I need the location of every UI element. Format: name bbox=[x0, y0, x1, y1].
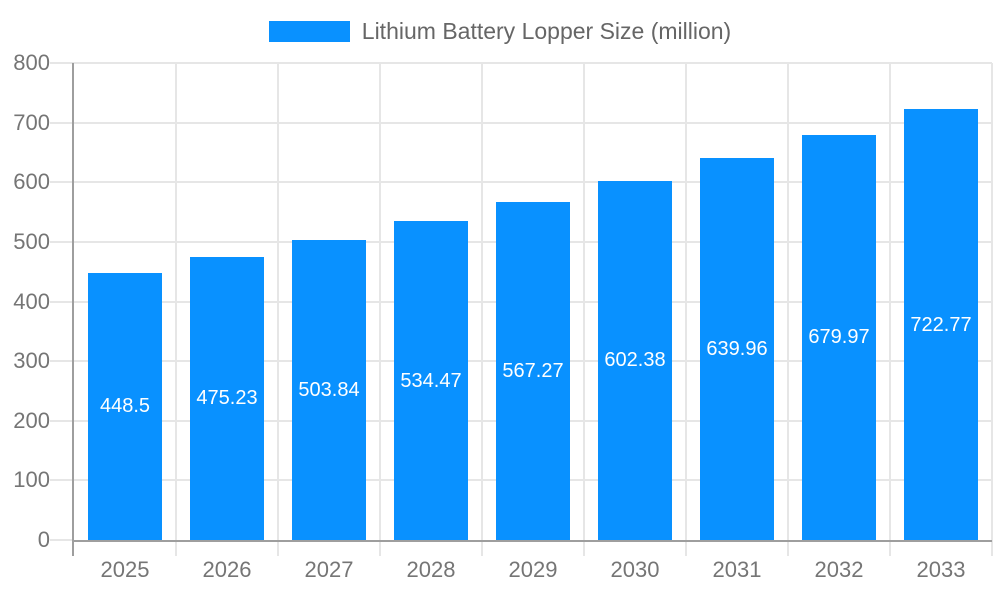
bar[interactable] bbox=[394, 221, 468, 540]
bar[interactable] bbox=[88, 272, 162, 540]
bar[interactable] bbox=[190, 256, 264, 540]
y-tick-label: 100 bbox=[13, 467, 50, 493]
legend-color-swatch bbox=[268, 21, 350, 42]
y-tick-label: 800 bbox=[13, 50, 50, 75]
legend: Lithium Battery Lopper Size (million) bbox=[0, 18, 1000, 45]
y-tick-label: 300 bbox=[13, 348, 50, 374]
bar[interactable] bbox=[598, 180, 672, 540]
x-tick-label: 2029 bbox=[508, 557, 558, 582]
y-tick-label: 200 bbox=[13, 407, 50, 433]
x-tick-label: 2026 bbox=[202, 557, 252, 582]
x-axis-line bbox=[72, 540, 992, 542]
bar[interactable] bbox=[700, 158, 774, 540]
bar-value-label: 475.23 bbox=[196, 387, 258, 410]
plot-area: 448.5 475.23 503.84 534.47 567.27 602.38 639.9… bbox=[50, 62, 993, 556]
gridline-vertical bbox=[991, 63, 993, 556]
y-tick-label: 400 bbox=[13, 288, 50, 314]
gridline-horizontal bbox=[50, 181, 992, 184]
y-tick-label: 500 bbox=[13, 228, 50, 254]
y-tick-label: 600 bbox=[13, 169, 50, 195]
x-tick-label: 2028 bbox=[406, 557, 456, 582]
gridline-horizontal bbox=[50, 121, 992, 124]
y-tick-label: 0 bbox=[37, 527, 50, 552]
bar-value-label: 722.77 bbox=[910, 313, 972, 336]
gridline-vertical bbox=[889, 63, 891, 556]
y-axis-tick bbox=[50, 539, 74, 541]
bar-value-label: 503.84 bbox=[298, 378, 360, 401]
y-axis-line bbox=[72, 63, 74, 556]
bar[interactable] bbox=[292, 239, 366, 540]
y-tick-label: 700 bbox=[13, 109, 50, 135]
x-tick-label: 2033 bbox=[916, 557, 966, 582]
legend-item[interactable]: Lithium Battery Lopper Size (million) bbox=[268, 18, 732, 45]
bar-value-label: 679.97 bbox=[808, 326, 870, 349]
legend-label: Lithium Battery Lopper Size (million) bbox=[361, 18, 732, 44]
gridline-vertical bbox=[481, 63, 483, 556]
gridline-vertical bbox=[277, 63, 279, 556]
gridline-vertical bbox=[175, 63, 177, 556]
bar[interactable] bbox=[904, 109, 978, 540]
x-tick-label: 2027 bbox=[304, 557, 354, 582]
x-tick-label: 2025 bbox=[100, 557, 150, 582]
bar-value-label: 448.5 bbox=[99, 395, 151, 418]
gridline-vertical bbox=[583, 63, 585, 556]
gridline-horizontal bbox=[50, 62, 992, 65]
gridline-vertical bbox=[685, 63, 687, 556]
x-tick-label: 2030 bbox=[610, 557, 660, 582]
x-tick-label: 2031 bbox=[712, 557, 762, 582]
bar-value-label: 534.47 bbox=[400, 369, 462, 392]
bar-value-label: 602.38 bbox=[604, 349, 666, 372]
bar-value-label: 639.96 bbox=[706, 338, 768, 361]
bar[interactable] bbox=[802, 134, 876, 540]
gridline-vertical bbox=[379, 63, 381, 556]
bar[interactable] bbox=[496, 201, 570, 540]
bar-value-label: 567.27 bbox=[502, 359, 564, 382]
x-tick-label: 2032 bbox=[814, 557, 864, 582]
gridline-vertical bbox=[787, 63, 789, 556]
